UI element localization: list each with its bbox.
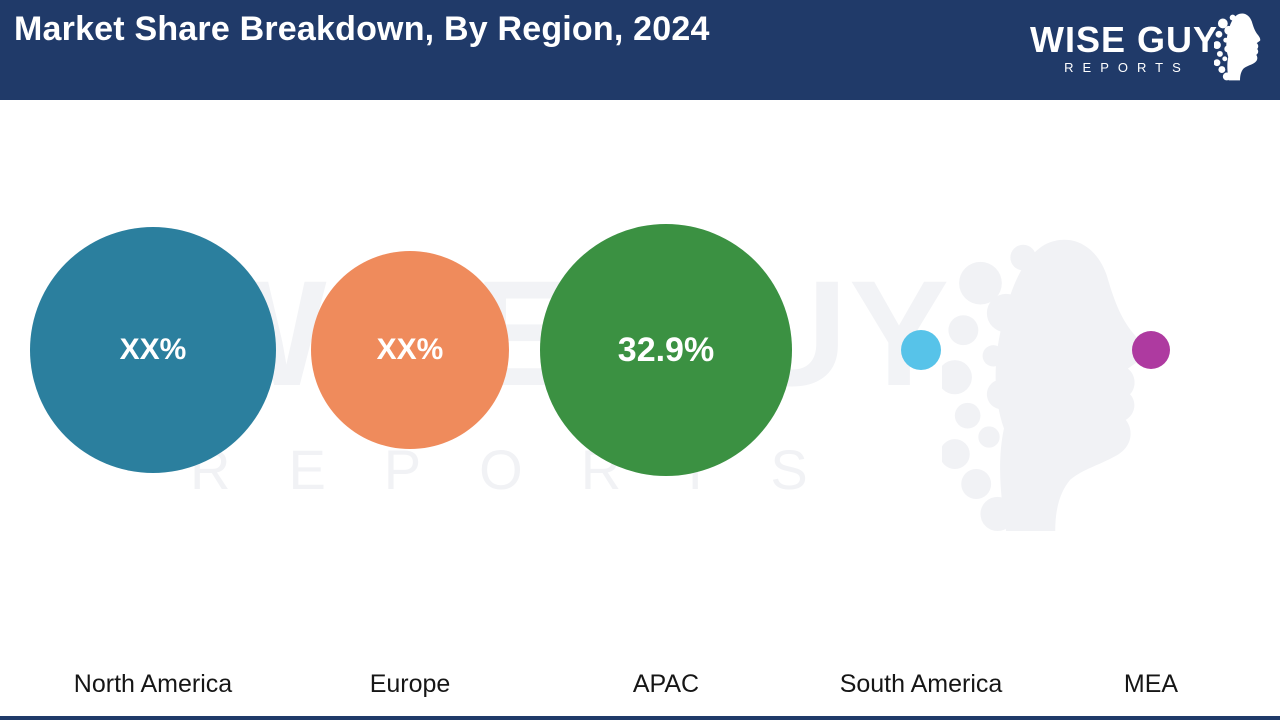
bubble-value-label: 32.9% (617, 330, 715, 369)
category-label-apac: APAC (632, 670, 700, 698)
logo-wordmark: WISE GUY (1029, 19, 1218, 61)
header-bar: Market Share Breakdown, By Region, 2024 … (0, 0, 1280, 100)
bubble-south-america (901, 330, 941, 370)
page-title: Market Share Breakdown, By Region, 2024 (14, 10, 710, 48)
category-label-mea: MEA (1123, 670, 1179, 698)
bubble-mea (1132, 331, 1170, 369)
category-label-europe: Europe (369, 670, 451, 698)
logo-subtitle: REPORTS (1064, 59, 1190, 75)
bubble-value-label: XX% (376, 333, 444, 366)
logo-text: WISE GUY REPORTS (1030, 21, 1218, 75)
watermark-subtitle: REPORTS (190, 438, 866, 501)
category-label-north-america: North America (73, 670, 233, 698)
wise-guy-logo: WISE GUY REPORTS (1030, 8, 1268, 88)
watermark-head-icon (942, 239, 1144, 531)
bubble-europe: XX% (311, 251, 509, 449)
bubble-value-label: XX% (119, 333, 187, 366)
bubble-apac: 32.9% (540, 224, 792, 476)
bubble-north-america: XX% (30, 227, 276, 473)
footer-bar (0, 716, 1280, 720)
category-label-south-america: South America (839, 670, 1003, 698)
